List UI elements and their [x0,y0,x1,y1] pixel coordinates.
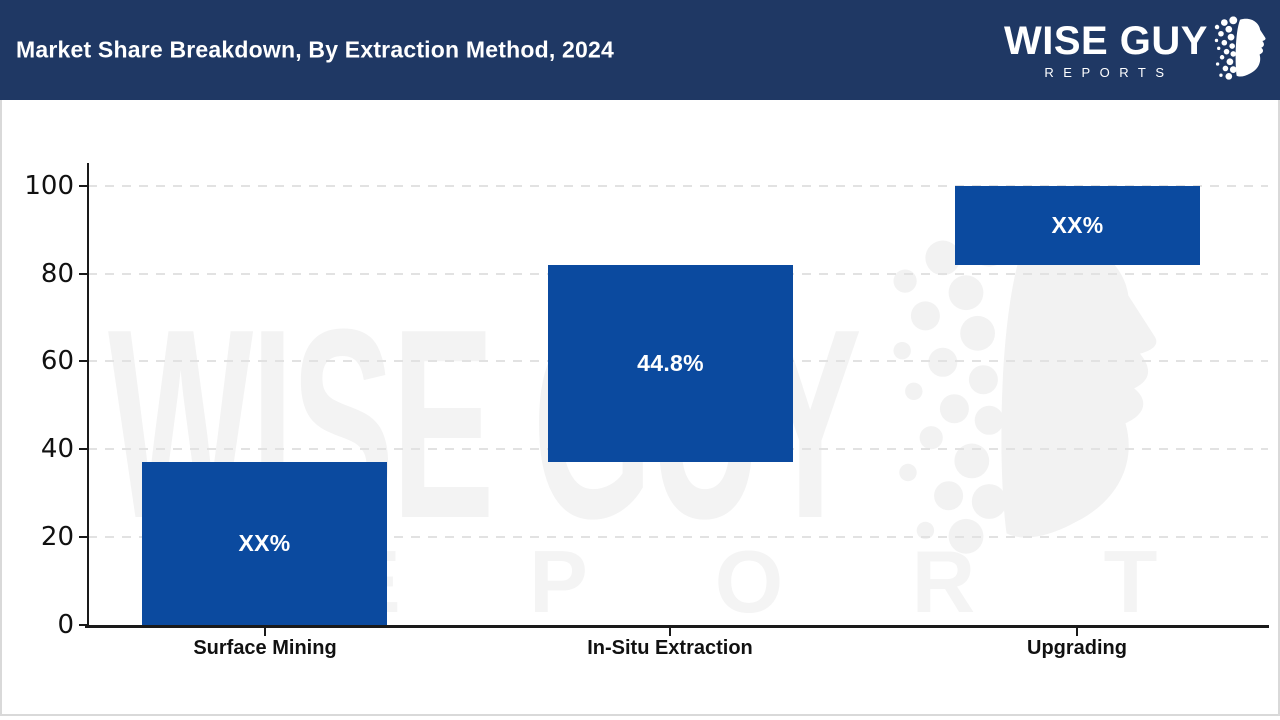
x-axis-line [85,625,1269,628]
y-tick-label: 0 [57,610,74,640]
y-tick-label: 60 [40,346,74,376]
y-tick-60 [79,360,87,362]
logo-subtitle: REPORTS [1044,64,1174,80]
y-tick-40 [79,448,87,450]
watermark-face-icon [858,226,1190,574]
wise-guy-reports-logo: WISE GUY REPORTS [1004,10,1268,90]
gridline-100 [88,185,1268,187]
y-tick-label: 20 [40,522,74,552]
card-border-bottom [0,714,1280,716]
card-border-right [1278,100,1280,716]
y-tick-0 [79,624,87,626]
y-tick-label: 80 [40,259,74,289]
dotted-face-icon [1212,11,1268,89]
bar-in-situ-extraction: 44.8% [548,265,793,462]
y-tick-20 [79,536,87,538]
x-tick-in-situ [669,628,671,636]
gridline-20 [88,536,1268,538]
x-tick-upgrading [1076,628,1078,636]
bar-value-label: 44.8% [637,350,704,376]
y-tick-label: 100 [24,171,74,201]
logo-wordmark: WISE GUY [1003,18,1208,63]
x-axis-label-surface-mining: Surface Mining [193,637,337,659]
y-axis-line [87,163,89,627]
y-tick-100 [79,185,87,187]
bar-value-label: XX% [1051,212,1104,238]
logo-text: WISE GUY REPORTS [1004,21,1208,80]
x-axis-label-in-situ: In-Situ Extraction [587,637,753,659]
bar-value-label: XX% [238,530,291,556]
card-border-left [0,100,2,716]
bar-upgrading: XX% [955,186,1200,265]
bar-surface-mining: XX% [142,462,387,625]
y-tick-label: 40 [40,434,74,464]
x-tick-surface-mining [264,628,266,636]
x-axis-label-upgrading: Upgrading [1027,637,1127,659]
header-banner: Market Share Breakdown, By Extraction Me… [0,0,1280,100]
y-tick-80 [79,273,87,275]
page-title: Market Share Breakdown, By Extraction Me… [16,36,614,63]
